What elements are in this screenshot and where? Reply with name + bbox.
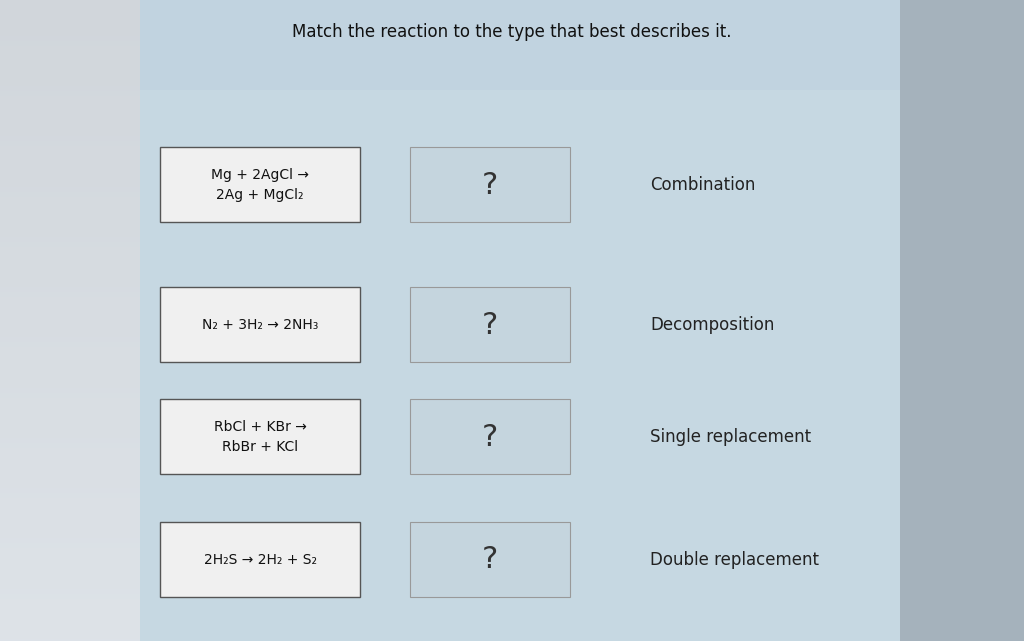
Text: ?: ? — [482, 545, 498, 574]
FancyBboxPatch shape — [410, 287, 570, 362]
FancyBboxPatch shape — [410, 399, 570, 474]
Text: RbBr + KCl: RbBr + KCl — [222, 440, 298, 454]
Text: ?: ? — [482, 171, 498, 199]
Text: Double replacement: Double replacement — [650, 551, 819, 569]
FancyBboxPatch shape — [410, 522, 570, 597]
FancyBboxPatch shape — [160, 399, 360, 474]
Text: 2H₂S → 2H₂ + S₂: 2H₂S → 2H₂ + S₂ — [204, 553, 316, 567]
Text: Match the reaction to the type that best describes it.: Match the reaction to the type that best… — [292, 23, 732, 41]
FancyBboxPatch shape — [160, 147, 360, 222]
Text: RbCl + KBr →: RbCl + KBr → — [214, 420, 306, 434]
Text: Decomposition: Decomposition — [650, 316, 774, 334]
Text: N₂ + 3H₂ → 2NH₃: N₂ + 3H₂ → 2NH₃ — [202, 318, 318, 332]
Text: Single replacement: Single replacement — [650, 428, 811, 446]
Text: 2Ag + MgCl₂: 2Ag + MgCl₂ — [216, 188, 304, 202]
FancyBboxPatch shape — [410, 147, 570, 222]
Text: Mg + 2AgCl →: Mg + 2AgCl → — [211, 168, 309, 182]
Text: Combination: Combination — [650, 176, 756, 194]
Text: ?: ? — [482, 310, 498, 340]
FancyBboxPatch shape — [160, 287, 360, 362]
Text: ?: ? — [482, 422, 498, 451]
FancyBboxPatch shape — [160, 522, 360, 597]
